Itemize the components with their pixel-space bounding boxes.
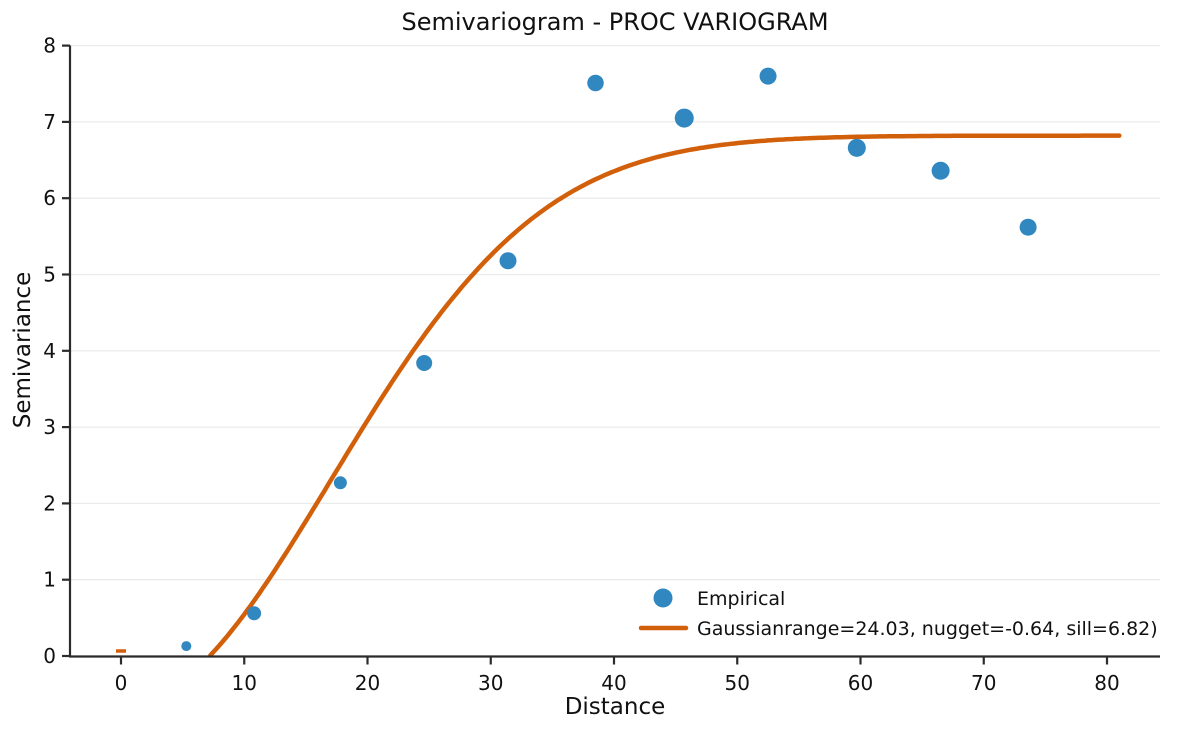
chart-title: Semivariogram - PROC VARIOGRAM	[401, 8, 828, 36]
empirical-point	[333, 476, 347, 490]
x-tick-label: 70	[971, 671, 996, 695]
empirical-point	[416, 355, 433, 372]
x-tick-label: 40	[601, 671, 626, 695]
y-tick-label: 7	[43, 110, 56, 134]
x-tick-label: 50	[725, 671, 750, 695]
empirical-points-layer	[181, 67, 1037, 652]
y-tick-label: 1	[43, 568, 56, 592]
empirical-point	[674, 108, 694, 128]
empirical-point	[181, 641, 192, 652]
legend-model-label: Gaussianrange=24.03, nugget=-0.64, sill=…	[697, 618, 1158, 640]
legend-empirical-label: Empirical	[697, 588, 785, 610]
x-axis-label: Distance	[565, 694, 666, 720]
y-tick-label: 6	[43, 186, 56, 210]
empirical-point	[587, 74, 604, 92]
y-tick-label: 3	[43, 415, 56, 439]
y-tick-label: 2	[43, 491, 56, 515]
empirical-point	[931, 161, 950, 180]
empirical-point	[247, 606, 262, 621]
gridlines	[70, 44, 1160, 581]
x-tick-label: 0	[115, 671, 128, 695]
y-tick-label: 0	[43, 644, 56, 668]
empirical-point	[759, 67, 777, 85]
x-tick-label: 20	[355, 671, 380, 695]
legend-empirical-marker	[653, 588, 673, 608]
empirical-point	[499, 252, 517, 270]
y-tick-label: 8	[43, 34, 56, 58]
y-tick-label: 5	[43, 263, 56, 287]
empirical-point	[847, 138, 866, 157]
y-tick-label: 4	[43, 339, 56, 363]
model-curve-layer	[116, 133, 1122, 658]
x-axis-ticks: 0 10 20 30 40 50 60 70 80	[115, 656, 1120, 695]
y-axis-ticks: 0 1 2 3 4 5 6 7 8	[43, 34, 70, 668]
x-tick-label: 60	[848, 671, 873, 695]
x-tick-label: 10	[232, 671, 257, 695]
x-tick-label: 30	[478, 671, 503, 695]
legend: Empirical Gaussianrange=24.03, nugget=-0.…	[638, 588, 1158, 640]
y-axis-label: Semivariance	[10, 272, 36, 429]
empirical-point	[1019, 218, 1037, 236]
model-curve	[208, 133, 1122, 658]
x-tick-label: 80	[1094, 671, 1119, 695]
